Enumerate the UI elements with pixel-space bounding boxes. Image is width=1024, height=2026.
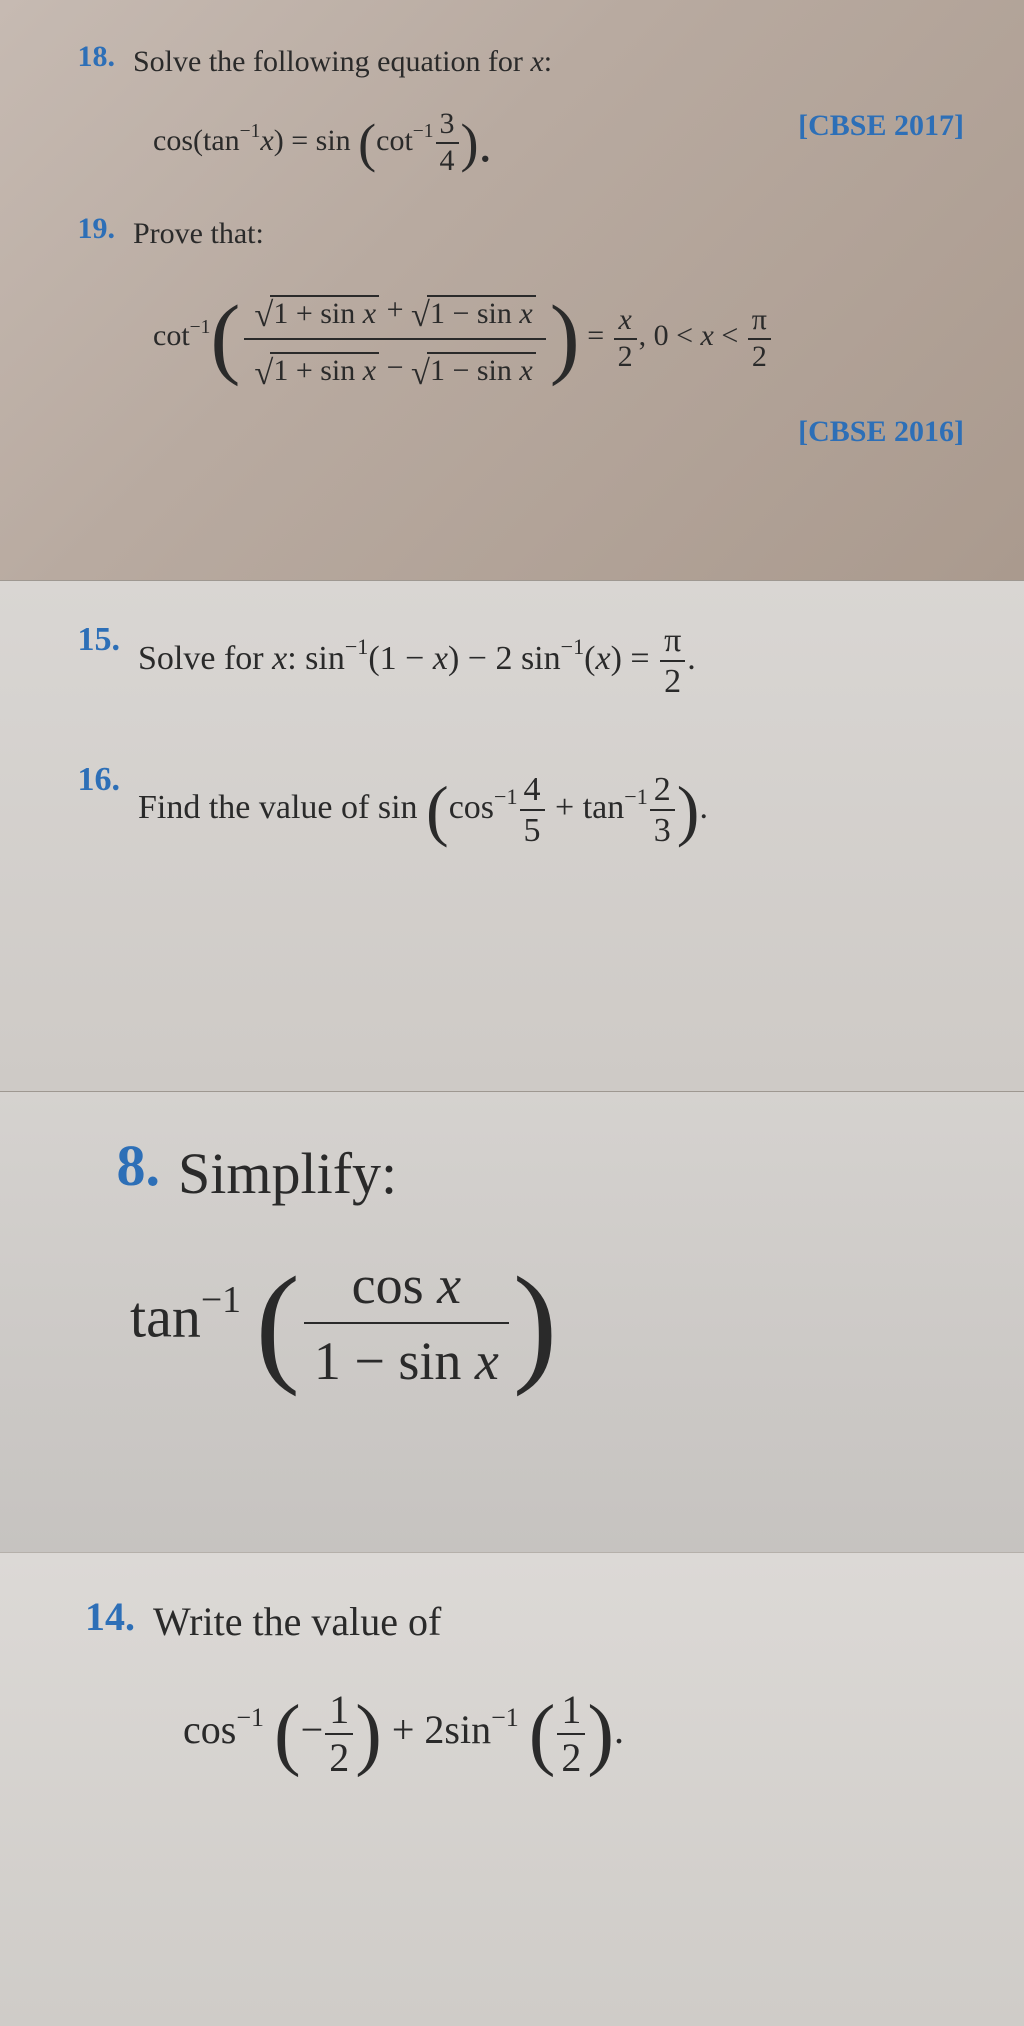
problem-18: 18. Solve the following equation for x: …	[50, 40, 974, 182]
close-paren: )	[274, 124, 284, 157]
right-paren: ).	[461, 104, 492, 182]
equals: =	[580, 319, 612, 352]
big-fraction: √1 + sin x + √1 − sin x √1 + sin x − √1 …	[244, 282, 545, 395]
equation: cos−1 (−12) + 2sin−1 (12).	[153, 1676, 974, 1792]
fraction: 45	[520, 770, 545, 850]
question-text: Simplify:	[178, 1141, 397, 1206]
cot-fn: cot	[376, 124, 413, 157]
page-section-a: 18. Solve the following equation for x: …	[0, 0, 1024, 580]
question-number: 19.	[50, 212, 133, 246]
problem-19: 19. Prove that: cot−1( √1 + sin x + √1 −…	[50, 212, 974, 454]
tan-fn: tan	[130, 1284, 201, 1349]
sin-fn: sin	[305, 640, 345, 677]
equation: tan−1 ( cos x 1 − sin x )	[50, 1246, 974, 1400]
right-paren: )	[513, 1246, 557, 1400]
question-text: Solve for	[138, 640, 272, 677]
sin-fn: sin	[316, 124, 351, 157]
left-paren: (	[358, 104, 376, 182]
question-number: 15.	[50, 621, 138, 659]
question-body: Solve the following equation for x: cos(…	[133, 40, 974, 182]
fraction: 34	[436, 107, 459, 178]
cos-fn: cos	[449, 789, 494, 826]
problem-15: 15. Solve for x: sin−1(1 − x) − 2 sin−1(…	[50, 621, 974, 701]
equation: cot−1( √1 + sin x + √1 − sin x √1 + sin …	[133, 273, 974, 404]
page-section-c: 8. Simplify: tan−1 ( cos x 1 − sin x )	[0, 1092, 1024, 1552]
problem-16: 16. Find the value of sin (cos−145 + tan…	[50, 761, 974, 860]
sqrt: √1 + sin x	[254, 295, 379, 330]
question-body: Simplify:	[178, 1132, 974, 1216]
question-text: Find the value of sin	[138, 789, 418, 826]
question-text: Prove that:	[133, 217, 264, 250]
source-tag: [CBSE 2017]	[798, 104, 974, 148]
problem-14: 14. Write the value of cos−1 (−12) + 2si…	[50, 1593, 974, 1792]
problem-8: 8. Simplify:	[50, 1132, 974, 1216]
numerator: 3	[436, 107, 459, 144]
source-row: [CBSE 2016]	[133, 410, 974, 454]
right-paren: )	[587, 1676, 614, 1792]
sqrt: √1 − sin x	[411, 295, 536, 330]
sin-fn: sin	[521, 640, 561, 677]
var: x	[260, 124, 273, 157]
left-paren: (	[210, 273, 240, 404]
denominator: 4	[436, 144, 459, 179]
cos-fn: cos	[183, 1707, 236, 1752]
left-paren: (	[274, 1676, 301, 1792]
question-text: Solve the following equation for	[133, 45, 530, 78]
left-paren: (	[255, 1246, 299, 1400]
colon: :	[544, 45, 552, 78]
big-fraction: cos x 1 − sin x	[304, 1248, 509, 1398]
question-body: Prove that: cot−1( √1 + sin x + √1 − sin…	[133, 212, 974, 454]
question-number: 16.	[50, 761, 138, 799]
source-tag: [CBSE 2016]	[798, 415, 964, 448]
question-text: Write the value of	[153, 1599, 441, 1644]
fraction: π2	[660, 621, 685, 701]
sqrt: √1 − sin x	[411, 352, 536, 387]
right-paren: )	[677, 761, 700, 860]
question-body: Find the value of sin (cos−145 + tan−123…	[138, 761, 974, 860]
denominator: √1 + sin x − √1 − sin x	[244, 340, 545, 396]
sin-fn: sin	[444, 1707, 491, 1752]
numerator: cos x	[304, 1248, 509, 1324]
page-section-b: 15. Solve for x: sin−1(1 − x) − 2 sin−1(…	[0, 580, 1024, 1092]
variable-x: x	[530, 45, 543, 78]
tan-fn: tan	[583, 789, 625, 826]
question-body: Solve for x: sin−1(1 − x) − 2 sin−1(x) =…	[138, 621, 974, 701]
fraction: 12	[325, 1687, 353, 1781]
fraction: 12	[557, 1687, 585, 1781]
numerator: √1 + sin x + √1 − sin x	[244, 282, 545, 340]
left-paren: (	[529, 1676, 556, 1792]
page-section-d: 14. Write the value of cos−1 (−12) + 2si…	[0, 1552, 1024, 2026]
denominator: 1 − sin x	[304, 1324, 509, 1398]
left-paren: (	[426, 761, 449, 860]
equals: =	[291, 124, 315, 157]
right-paren: )	[550, 273, 580, 404]
question-number: 14.	[50, 1593, 153, 1640]
superscript: −1	[240, 121, 261, 142]
fraction: 23	[650, 770, 675, 850]
cot-fn: cot	[153, 319, 190, 352]
equation: cos(tan−1x) = sin (cot−134). [CBSE 2017]	[133, 104, 974, 182]
fraction: x2	[614, 303, 637, 374]
question-number: 18.	[50, 40, 133, 74]
sqrt: √1 + sin x	[254, 352, 379, 387]
variable-x: x	[272, 640, 287, 677]
fraction: π2	[748, 303, 771, 374]
superscript: −1	[413, 121, 434, 142]
superscript: −1	[190, 317, 211, 338]
question-number: 8.	[50, 1132, 178, 1199]
question-body: Write the value of cos−1 (−12) + 2sin−1 …	[153, 1593, 974, 1792]
right-paren: )	[355, 1676, 382, 1792]
cos-fn: cos(tan	[153, 124, 240, 157]
